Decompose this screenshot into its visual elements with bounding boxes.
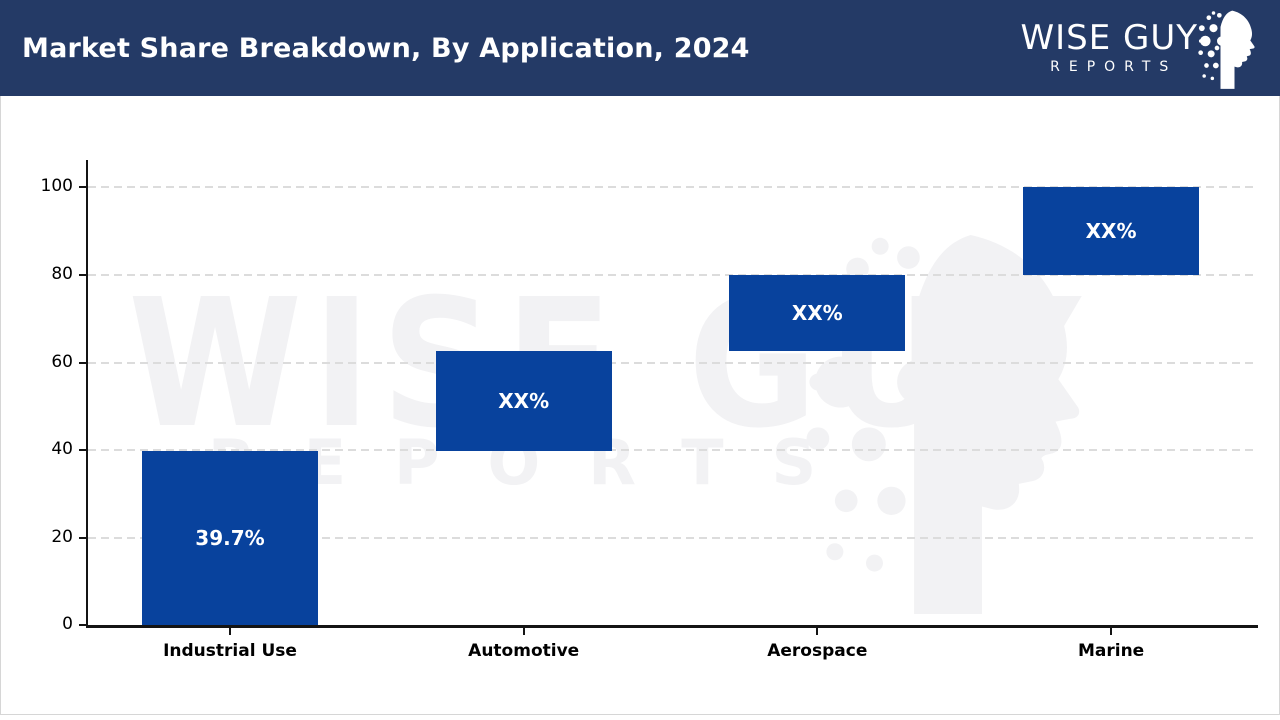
page-title: Market Share Breakdown, By Application, … bbox=[22, 32, 750, 64]
x-axis-tick bbox=[229, 627, 231, 636]
logo-wordmark: WISE GUY bbox=[1020, 18, 1198, 58]
page-border-bottom bbox=[0, 714, 1280, 715]
logo-text: WISE GUY REPORTS bbox=[1020, 21, 1198, 75]
y-axis-tick bbox=[79, 273, 88, 276]
x-category-label-aerospace: Aerospace bbox=[767, 641, 868, 661]
bar-automotive: XX% bbox=[435, 351, 612, 452]
x-axis-line bbox=[86, 625, 1258, 629]
y-axis-tick bbox=[79, 361, 88, 364]
wise-guy-reports-logo: WISE GUY REPORTS bbox=[1020, 0, 1266, 96]
y-axis-tick bbox=[79, 536, 88, 539]
bar-value-label-marine: XX% bbox=[1085, 219, 1137, 244]
y-axis-tick bbox=[79, 449, 88, 452]
y-tick-label: 20 bbox=[51, 526, 73, 547]
y-axis-tick bbox=[79, 624, 88, 627]
gridline-y100 bbox=[88, 186, 1256, 189]
y-tick-label: 40 bbox=[51, 439, 73, 460]
logo-subtitle: REPORTS bbox=[1050, 59, 1178, 75]
x-category-label-industrial-use: Industrial Use bbox=[163, 641, 297, 661]
y-axis-line bbox=[86, 160, 88, 629]
x-category-label-automotive: Automotive bbox=[468, 641, 580, 661]
bar-value-label-automotive: XX% bbox=[498, 389, 550, 414]
y-axis-tick bbox=[79, 186, 88, 189]
gridline-y20 bbox=[88, 536, 1256, 539]
bar-value-label-industrial-use: 39.7% bbox=[195, 526, 265, 551]
bar-industrial-use: 39.7% bbox=[142, 451, 318, 626]
bar-aerospace: XX% bbox=[729, 274, 906, 352]
y-tick-label: 100 bbox=[40, 176, 73, 197]
y-tick-label: 60 bbox=[51, 351, 73, 372]
page-border-left bbox=[0, 96, 1, 715]
bar-marine: XX% bbox=[1023, 187, 1200, 275]
x-axis-tick bbox=[522, 627, 525, 636]
x-category-label-marine: Marine bbox=[1077, 641, 1145, 661]
x-axis-tick bbox=[1110, 627, 1113, 636]
gridline-y80 bbox=[88, 273, 1256, 276]
x-axis-tick bbox=[816, 627, 819, 636]
header-banner: Market Share Breakdown, By Application, … bbox=[0, 0, 1280, 96]
dotted-head-profile-icon bbox=[1196, 7, 1266, 89]
y-tick-label: 0 bbox=[62, 614, 73, 635]
bar-value-label-aerospace: XX% bbox=[791, 300, 843, 325]
y-tick-label: 80 bbox=[51, 263, 73, 284]
gridline-y40 bbox=[88, 449, 1256, 452]
gridline-y60 bbox=[88, 361, 1256, 364]
